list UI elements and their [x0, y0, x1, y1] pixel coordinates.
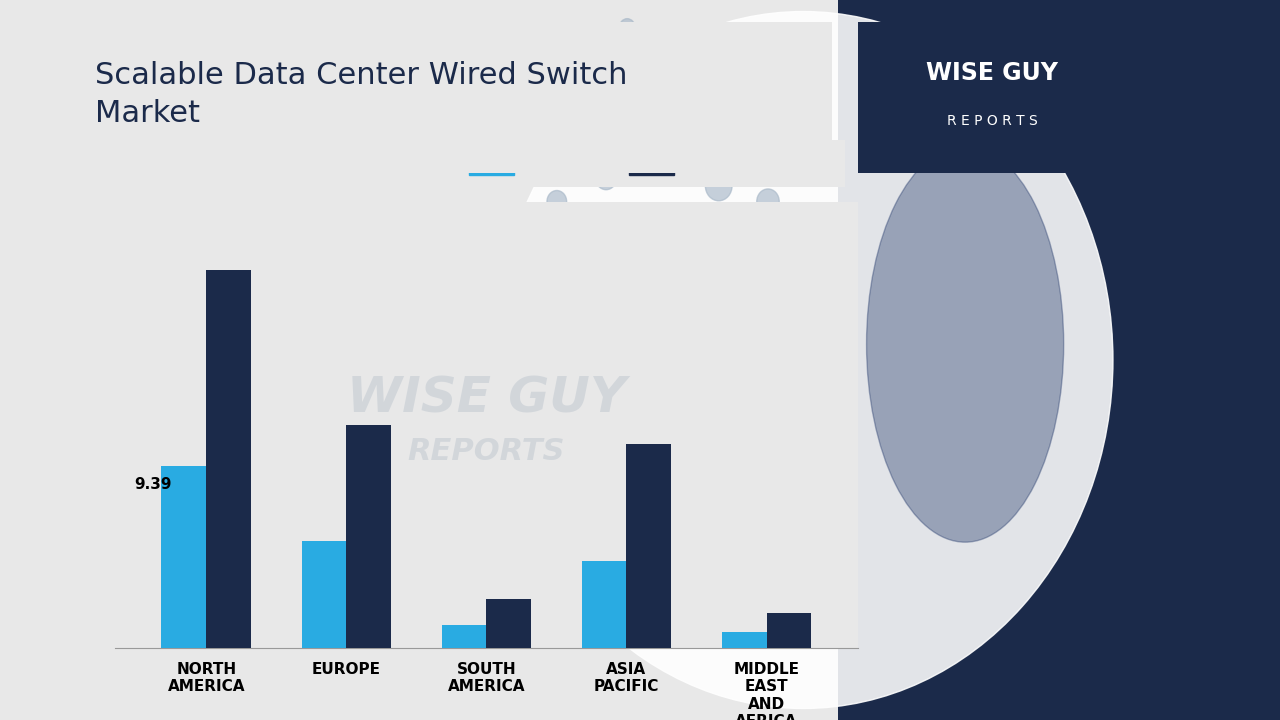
Text: 9.39: 9.39: [134, 477, 172, 492]
Circle shape: [595, 166, 617, 189]
Circle shape: [733, 352, 748, 368]
Circle shape: [669, 146, 698, 178]
Bar: [161, 466, 206, 648]
Circle shape: [756, 189, 780, 215]
Bar: [347, 425, 392, 648]
Circle shape: [744, 286, 764, 307]
Text: WISE GUY: WISE GUY: [925, 61, 1059, 85]
Circle shape: [717, 96, 735, 117]
Legend: 2024, 2032: 2024, 2032: [462, 145, 741, 182]
Bar: [486, 600, 531, 648]
Text: Scalable Data Center Wired Switch
Market: Scalable Data Center Wired Switch Market: [95, 60, 627, 127]
Circle shape: [685, 84, 710, 113]
Bar: [442, 625, 486, 648]
Bar: [206, 269, 251, 648]
Circle shape: [721, 235, 745, 264]
Circle shape: [547, 191, 567, 212]
Circle shape: [605, 351, 621, 369]
Text: R E P O R T S: R E P O R T S: [947, 114, 1037, 128]
Bar: [626, 444, 671, 648]
Circle shape: [620, 19, 635, 36]
Circle shape: [705, 171, 732, 201]
Circle shape: [562, 287, 580, 306]
Circle shape: [658, 46, 681, 72]
Circle shape: [787, 240, 805, 258]
Circle shape: [494, 12, 1114, 708]
Bar: [581, 561, 626, 648]
Bar: [302, 541, 347, 648]
Bar: [767, 613, 812, 648]
Ellipse shape: [867, 146, 1064, 542]
Circle shape: [650, 204, 675, 231]
Circle shape: [582, 72, 602, 94]
Text: REPORTS: REPORTS: [407, 437, 566, 466]
Text: WISE GUY: WISE GUY: [347, 374, 626, 422]
Circle shape: [675, 310, 692, 330]
Circle shape: [626, 105, 657, 140]
Circle shape: [534, 129, 552, 148]
Circle shape: [576, 231, 594, 251]
Bar: [722, 632, 767, 648]
Circle shape: [772, 127, 792, 150]
Circle shape: [609, 268, 631, 294]
Circle shape: [703, 25, 721, 45]
